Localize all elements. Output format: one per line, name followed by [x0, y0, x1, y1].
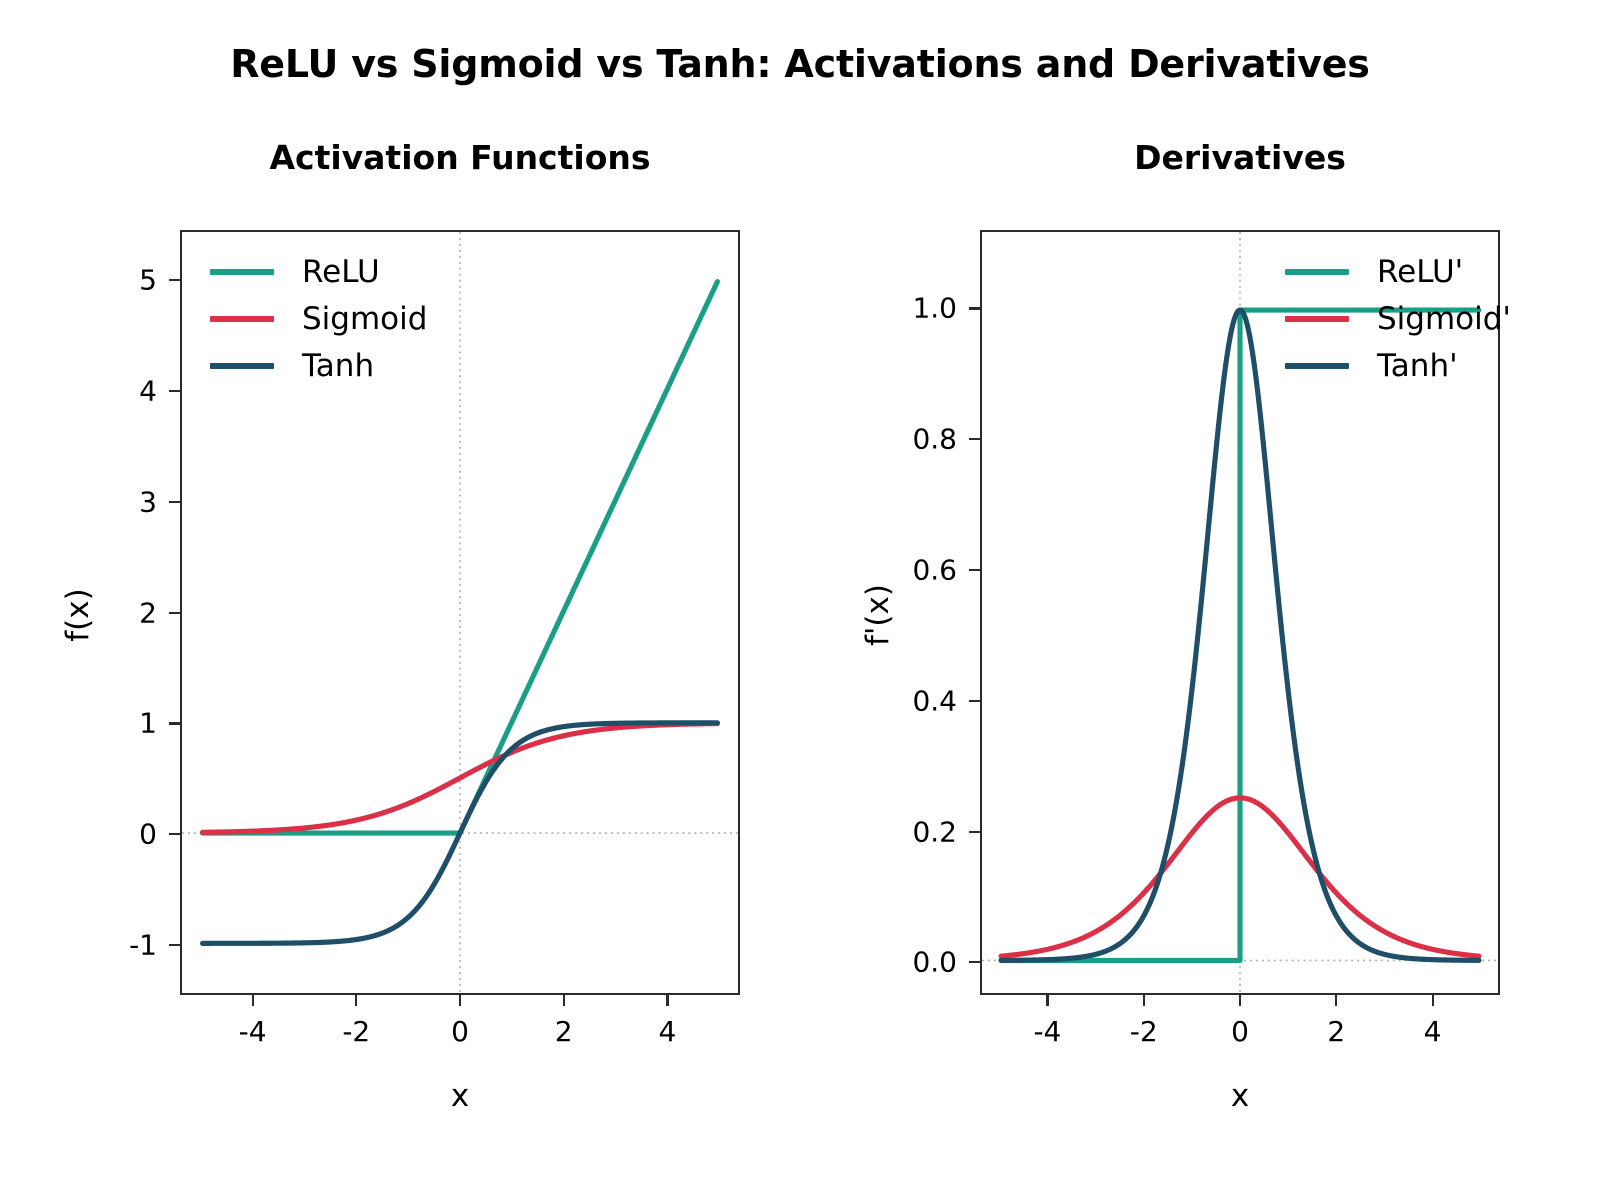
activation-functions-plot-area: [180, 230, 740, 995]
right-xaxis-label: x: [1230, 1078, 1250, 1114]
ytick-label: 1: [139, 706, 157, 740]
ytick-mark: [169, 389, 180, 392]
legend-label: Sigmoid: [302, 300, 428, 337]
curve-sigmoid-derivative: [998, 795, 1482, 959]
legend-swatch-icon: [1285, 315, 1349, 322]
legend-swatch-icon: [210, 362, 274, 369]
xtick-label: 2: [554, 1015, 573, 1048]
legend-item-relu[interactable]: ReLU': [1285, 248, 1511, 295]
legend-label: ReLU': [1377, 253, 1464, 290]
xtick-label: -2: [342, 1015, 371, 1048]
xtick-label: 4: [658, 1015, 677, 1048]
xtick-label: -2: [1129, 1015, 1158, 1048]
legend-swatch-icon: [1285, 362, 1349, 369]
ytick-label: 4: [139, 374, 157, 408]
legend-label: Tanh': [1377, 347, 1458, 384]
xtick-label: -4: [1033, 1015, 1062, 1048]
right-panel-title: Derivatives: [1134, 138, 1346, 177]
ytick-mark: [969, 961, 980, 964]
xtick-label: -4: [238, 1015, 267, 1048]
xtick-mark: [666, 995, 669, 1006]
ytick-mark: [969, 699, 980, 702]
ytick-label: 2: [139, 596, 157, 629]
legend-swatch-icon: [1285, 268, 1349, 275]
legend-swatch-icon: [210, 315, 274, 322]
ytick-label: 0.4: [912, 684, 957, 718]
derivatives-plot-area: [980, 230, 1500, 995]
ytick-label: 3: [139, 485, 157, 519]
ytick-mark: [169, 500, 180, 503]
xtick-mark: [562, 995, 565, 1006]
ytick-label: 0: [139, 817, 157, 851]
ytick-label: 1.0: [912, 291, 957, 325]
xtick-mark: [1239, 995, 1242, 1006]
right-legend: ReLU' Sigmoid' Tanh': [1285, 248, 1511, 389]
ytick-label: 0.0: [912, 945, 957, 979]
curve-tanh: [200, 720, 720, 946]
ytick-mark: [969, 569, 980, 572]
xtick-mark: [355, 995, 358, 1006]
ytick-mark: [169, 944, 180, 947]
ytick-mark: [169, 278, 180, 282]
ytick-mark: [169, 722, 180, 725]
xtick-mark: [459, 995, 462, 1006]
left-yaxis-label: f(x): [60, 588, 96, 642]
xtick-label: 2: [1327, 1015, 1346, 1048]
ytick-mark: [169, 833, 180, 836]
legend-item-sigmoid[interactable]: Sigmoid': [1285, 295, 1511, 342]
ytick-label: 5: [139, 263, 157, 297]
xtick-mark: [1431, 995, 1434, 1006]
curve-relu-derivative: [998, 307, 1482, 964]
ytick-mark: [169, 611, 180, 614]
left-panel-title: Activation Functions: [269, 138, 651, 177]
legend-item-tanh[interactable]: Tanh': [1285, 342, 1511, 389]
left-legend: ReLU Sigmoid Tanh: [210, 248, 427, 389]
legend-label: Tanh: [302, 347, 375, 384]
legend-item-tanh[interactable]: Tanh: [210, 342, 427, 389]
xtick-mark: [251, 995, 254, 1006]
curve-sigmoid: [200, 720, 720, 835]
legend-swatch-icon: [210, 268, 274, 275]
left-xaxis-label: x: [450, 1078, 470, 1114]
xtick-mark: [1142, 995, 1145, 1006]
xtick-label: 0: [1231, 1015, 1249, 1048]
curve-tanh-derivative: [998, 307, 1482, 963]
right-yaxis-label: f'(x): [860, 584, 896, 646]
xtick-mark: [1046, 995, 1049, 1006]
legend-label: ReLU: [302, 253, 380, 290]
activation-functions-curves: [182, 232, 738, 993]
ytick-mark: [969, 438, 980, 441]
xtick-label: 0: [451, 1015, 469, 1048]
ytick-label: -1: [129, 928, 157, 962]
legend-item-relu[interactable]: ReLU: [210, 248, 427, 295]
ytick-label: 0.8: [912, 422, 957, 456]
figure-suptitle: ReLU vs Sigmoid vs Tanh: Activations and…: [230, 42, 1370, 86]
ytick-label: 0.6: [912, 553, 957, 587]
ytick-label: 0.2: [912, 815, 957, 849]
xtick-mark: [1335, 995, 1338, 1006]
legend-item-sigmoid[interactable]: Sigmoid: [210, 295, 427, 342]
ytick-mark: [969, 830, 980, 833]
ytick-mark: [969, 307, 980, 310]
derivatives-curves: [982, 232, 1498, 993]
legend-label: Sigmoid': [1377, 300, 1511, 337]
xtick-label: 4: [1423, 1015, 1442, 1048]
